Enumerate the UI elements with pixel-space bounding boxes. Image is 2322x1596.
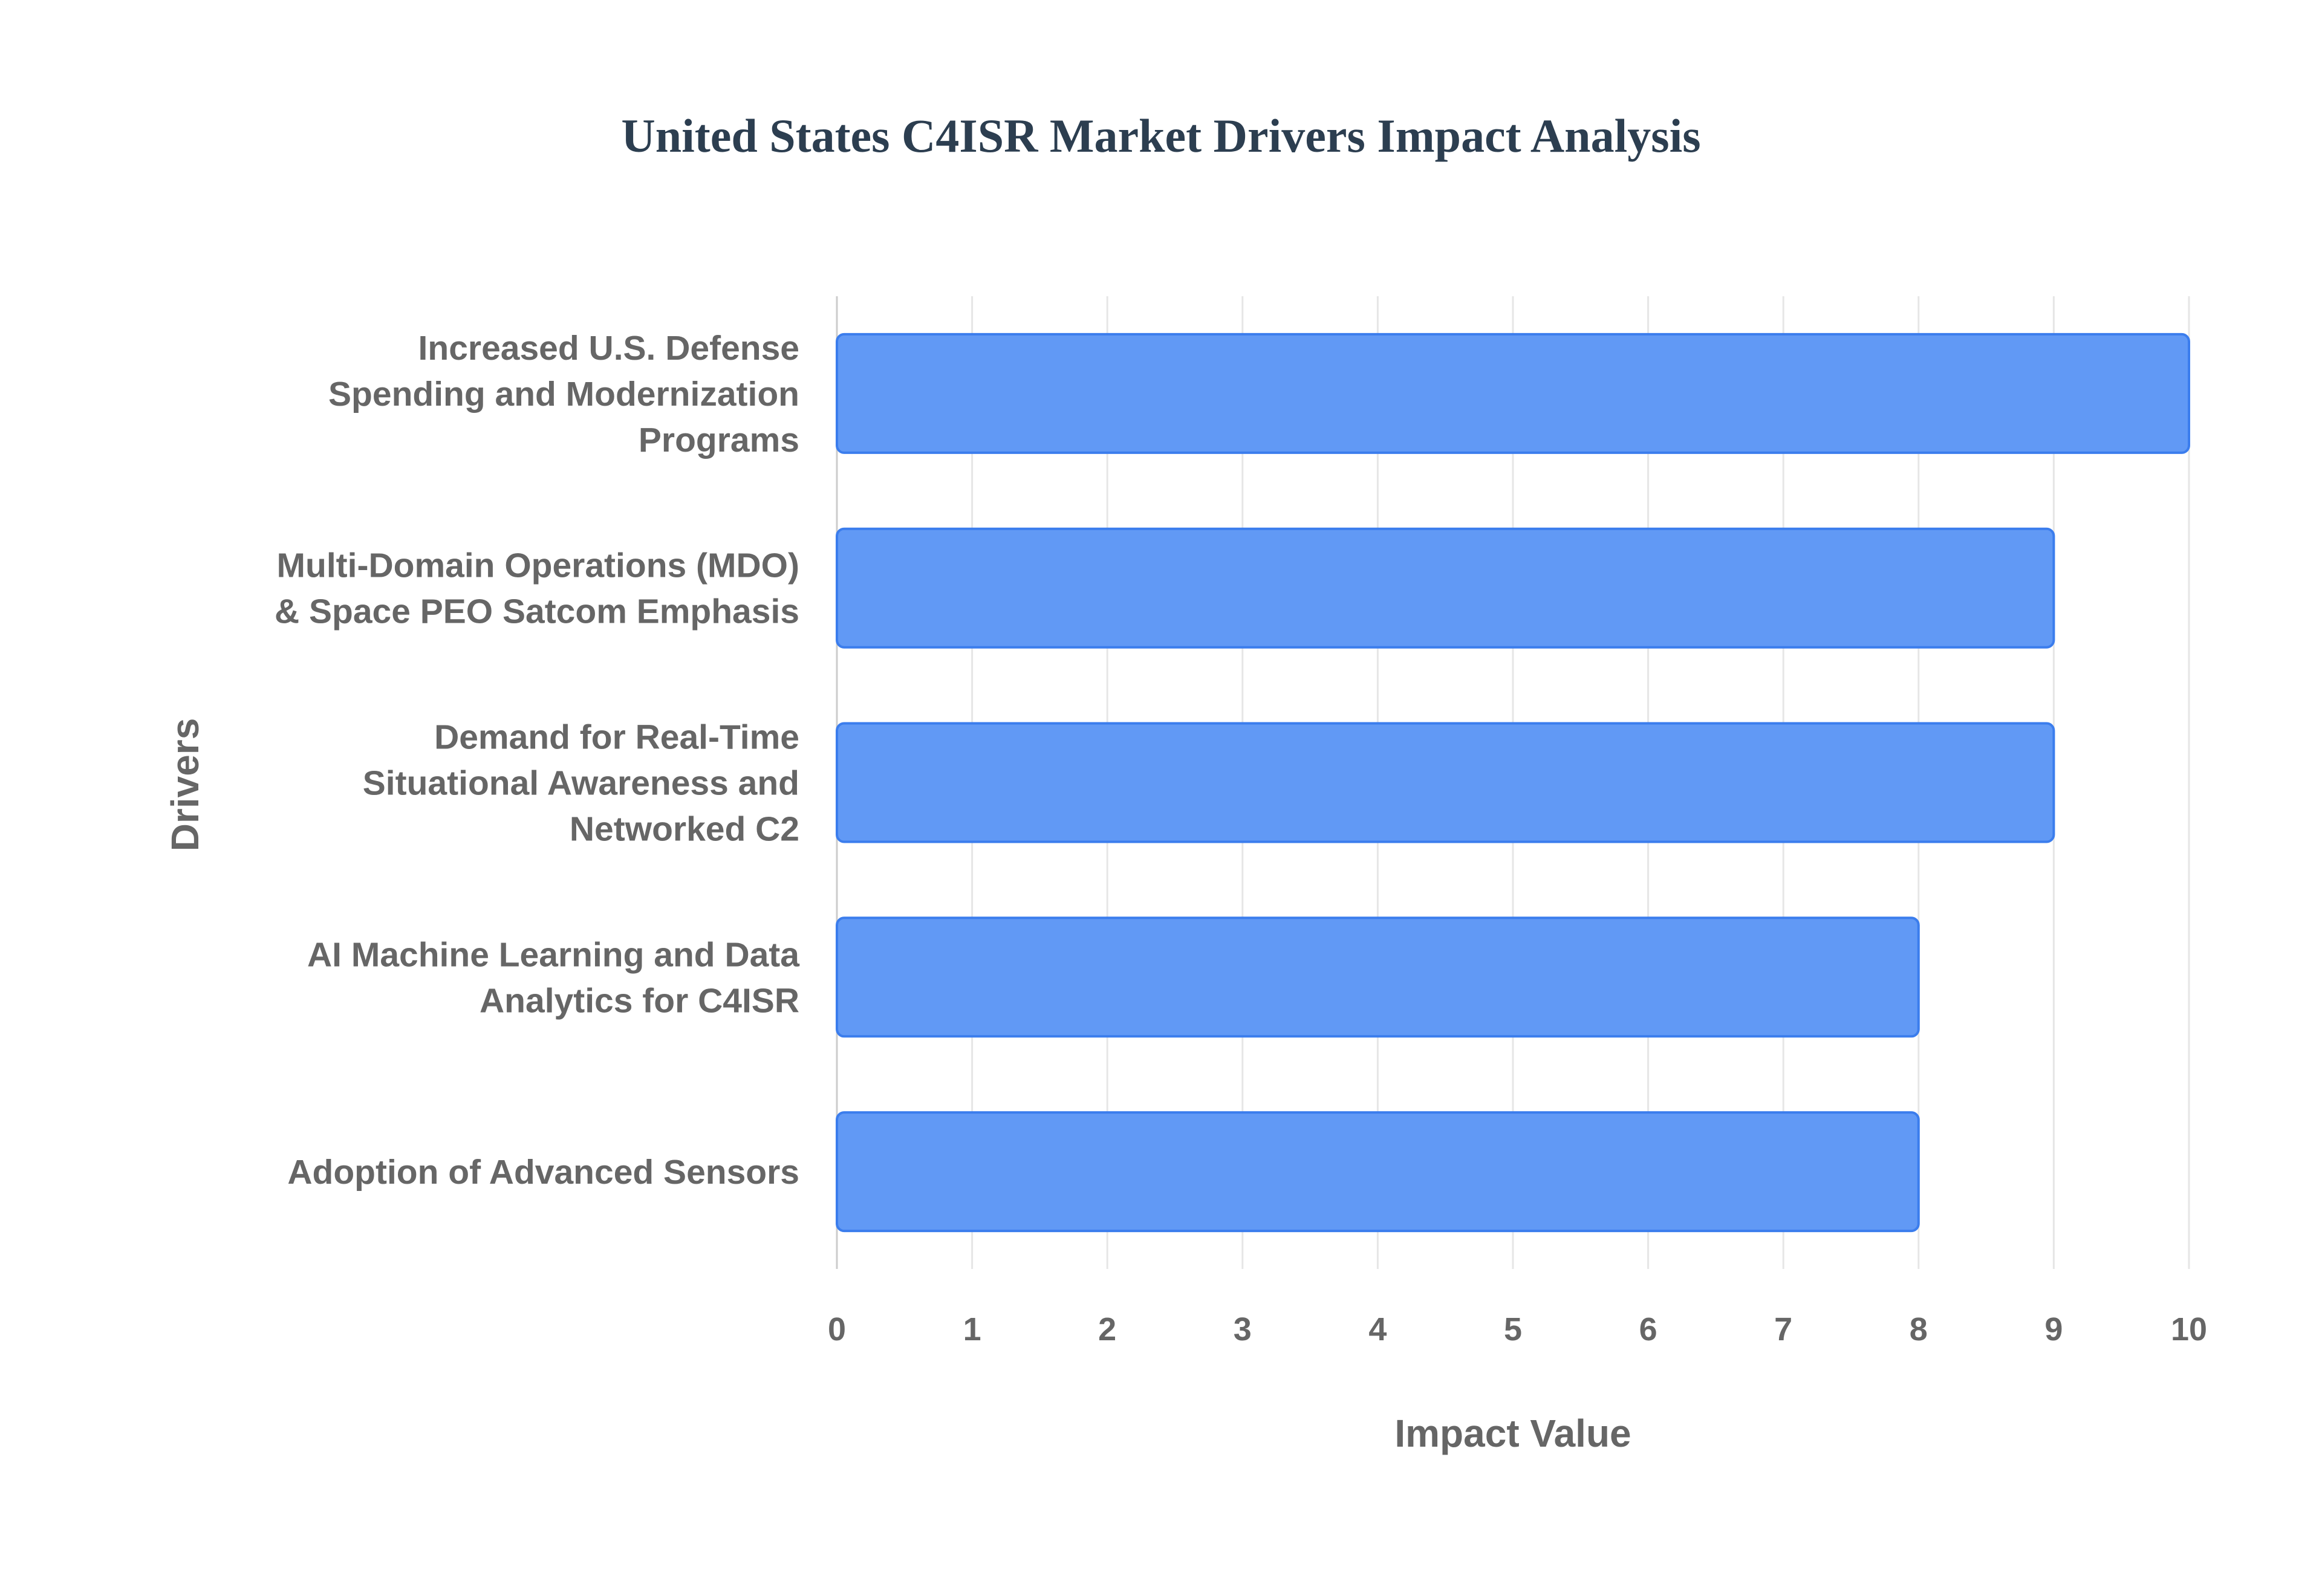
category-label: Analytics for C4ISR — [480, 981, 799, 1020]
category-label: & Space PEO Satcom Emphasis — [275, 592, 799, 631]
x-tick-label: 5 — [1504, 1311, 1522, 1348]
y-axis-title: Drivers — [163, 718, 207, 852]
bar — [836, 527, 2055, 649]
category-label: Spending and Modernization — [328, 375, 799, 414]
x-tick-label: 0 — [828, 1311, 846, 1348]
chart-title: United States C4ISR Market Drivers Impac… — [621, 109, 1701, 162]
category-label: AI Machine Learning and Data — [307, 935, 800, 974]
category-label: Programs — [639, 421, 799, 459]
x-tick-label: 9 — [2044, 1311, 2063, 1348]
category-label: Networked C2 — [570, 810, 799, 849]
category-label: Increased U.S. Defense — [418, 329, 799, 368]
category-label: Multi-Domain Operations (MDO) — [277, 547, 799, 585]
x-tick-label: 4 — [1368, 1311, 1387, 1348]
bar — [836, 332, 2190, 454]
bar — [836, 722, 2055, 843]
category-label: Situational Awareness and — [363, 764, 799, 803]
bar — [836, 916, 1920, 1038]
x-tick-label: 7 — [1774, 1311, 1792, 1348]
x-tick-label: 1 — [963, 1311, 981, 1348]
category-label: Adoption of Advanced Sensors — [287, 1153, 799, 1192]
x-tick-label: 3 — [1234, 1311, 1252, 1348]
x-tick-label: 2 — [1098, 1311, 1116, 1348]
x-tick-label: 6 — [1639, 1311, 1657, 1348]
x-tick-label: 10 — [2171, 1311, 2207, 1348]
category-label: Demand for Real-Time — [434, 718, 799, 757]
x-tick-label: 8 — [1910, 1311, 1928, 1348]
x-axis-title: Impact Value — [1394, 1412, 1631, 1455]
bar — [836, 1111, 1920, 1233]
